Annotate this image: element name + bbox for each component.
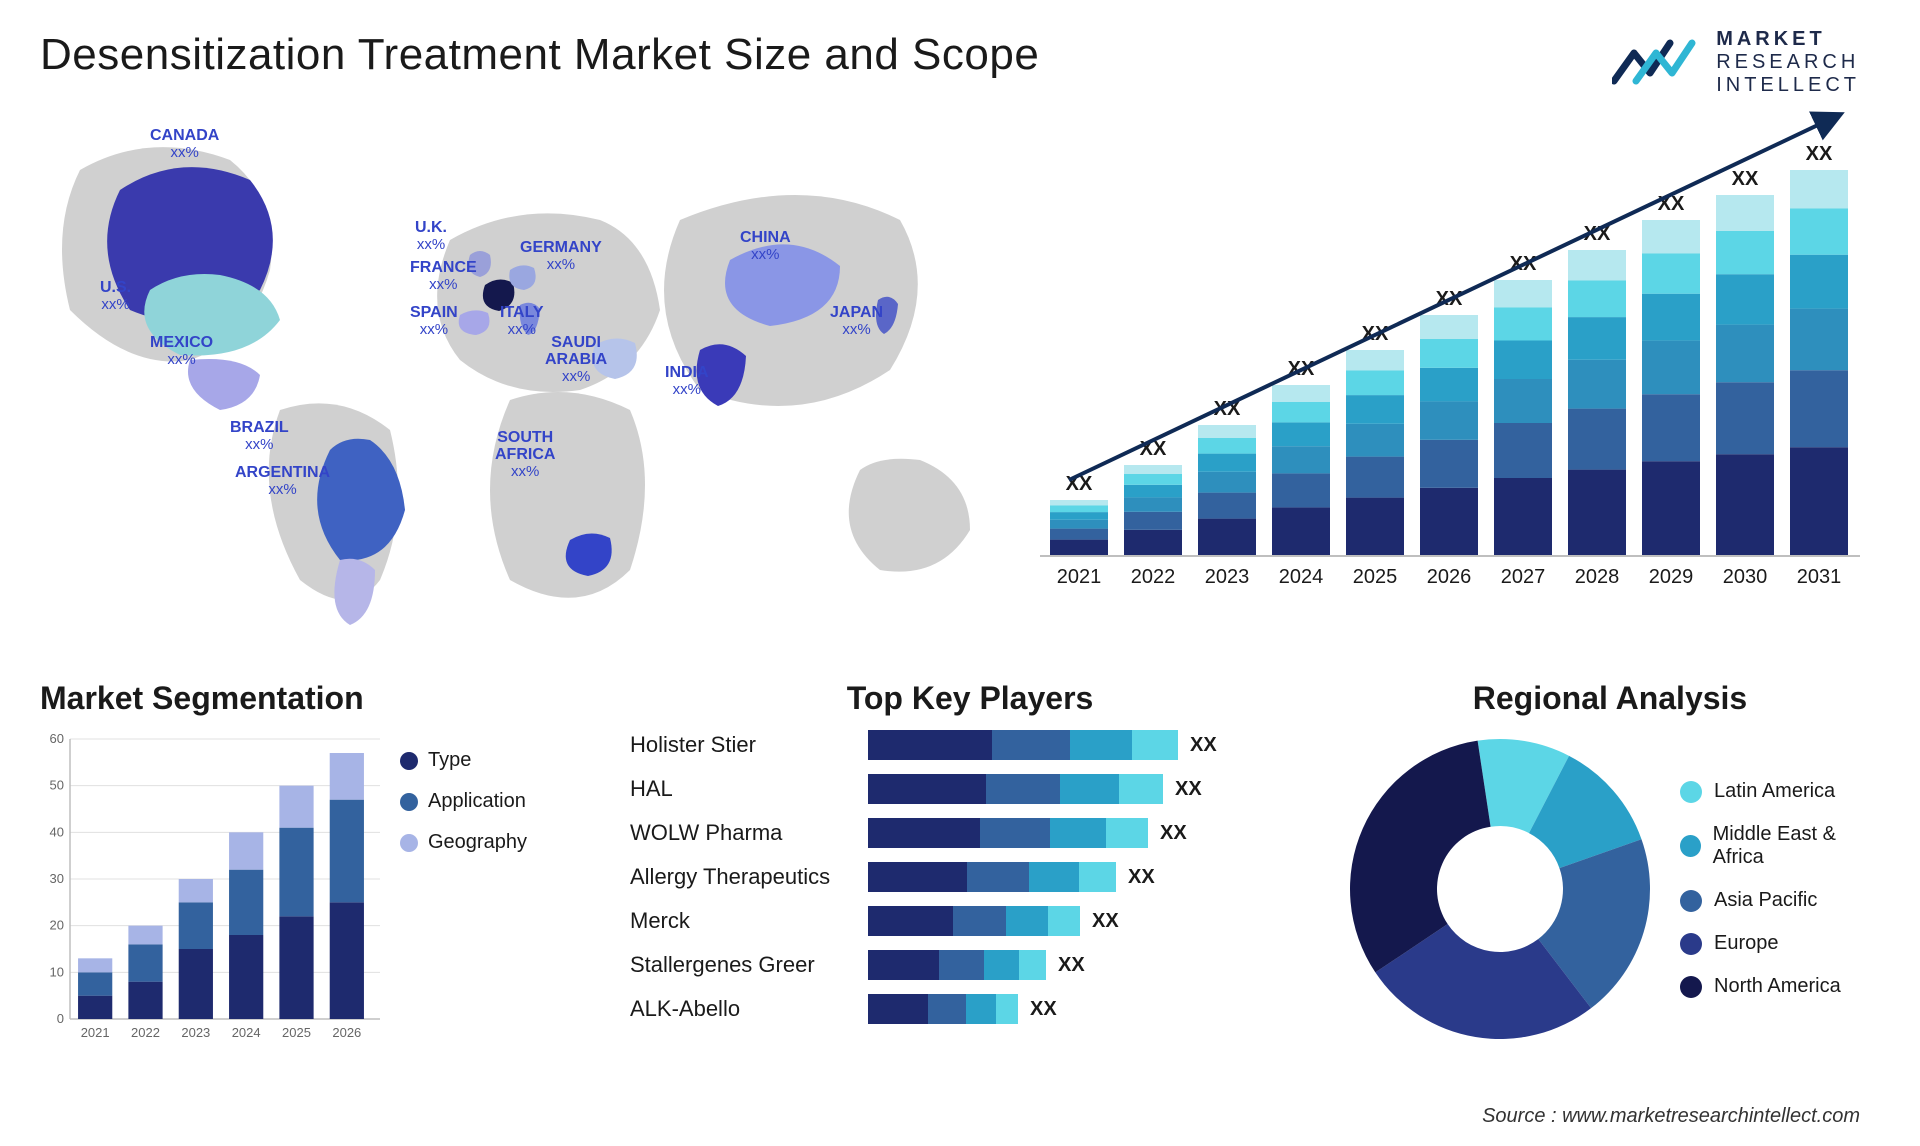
player-bar-row: XX [868, 993, 1310, 1025]
svg-text:2027: 2027 [1501, 566, 1546, 588]
legend-item: Middle East & Africa [1680, 823, 1880, 869]
players-title: Top Key Players [630, 680, 1310, 717]
segmentation-bar-chart: 0 10 20 30 40 50 60 2021 2022 2023 2024 2025 2026 [40, 729, 380, 1049]
legend-item: Application [400, 790, 527, 813]
map-label: JAPANxx% [830, 305, 883, 338]
svg-text:2030: 2030 [1723, 566, 1768, 588]
legend-item: North America [1680, 975, 1880, 998]
player-name: Stallergenes Greer [630, 949, 850, 981]
map-label: U.S.xx% [100, 280, 131, 313]
svg-text:2025: 2025 [282, 1025, 311, 1040]
svg-text:20: 20 [50, 918, 64, 933]
map-label: BRAZILxx% [230, 420, 289, 453]
player-bar-row: XX [868, 861, 1310, 893]
svg-text:0: 0 [57, 1011, 64, 1026]
player-bar-row: XX [868, 817, 1310, 849]
svg-text:2022: 2022 [131, 1025, 160, 1040]
svg-text:2024: 2024 [1279, 566, 1324, 588]
svg-text:50: 50 [50, 778, 64, 793]
player-bar-row: XX [868, 729, 1310, 761]
player-bar-row: XX [868, 773, 1310, 805]
players-panel: Top Key Players Holister Stier HAL WOLW Ph… [630, 680, 1310, 1080]
world-map-panel: CANADAxx% U.S.xx% MEXICOxx% BRAZILxx% ARGENT… [40, 110, 1000, 650]
svg-text:40: 40 [50, 824, 64, 839]
svg-text:2026: 2026 [332, 1025, 361, 1040]
map-label: SOUTHAFRICAxx% [495, 430, 555, 479]
svg-text:2031: 2031 [1797, 566, 1842, 588]
svg-text:2023: 2023 [1205, 566, 1250, 588]
logo-text: MARKET RESEARCH INTELLECT [1716, 28, 1860, 97]
map-label: GERMANYxx% [520, 240, 602, 273]
map-label: U.K.xx% [415, 220, 447, 253]
player-bar-row: XX [868, 905, 1310, 937]
growth-bar-chart: XX2021XX2022XX2023XX2024XX2025XX2026XX20… [1040, 110, 1860, 610]
map-label: ITALYxx% [500, 305, 544, 338]
player-name: HAL [630, 773, 850, 805]
map-label: SPAINxx% [410, 305, 458, 338]
player-name: WOLW Pharma [630, 817, 850, 849]
map-label: CHINAxx% [740, 230, 791, 263]
source-attribution: Source : www.marketresearchintellect.com [1482, 1105, 1860, 1128]
map-label: FRANCExx% [410, 260, 477, 293]
svg-text:2023: 2023 [181, 1025, 210, 1040]
legend-item: Geography [400, 831, 527, 854]
map-label: MEXICOxx% [150, 335, 213, 368]
svg-text:XX: XX [1732, 168, 1759, 190]
svg-text:2024: 2024 [232, 1025, 261, 1040]
page-title: Desensitization Treatment Market Size an… [40, 30, 1880, 80]
legend-item: Type [400, 749, 527, 772]
players-name-list: Holister Stier HAL WOLW Pharma Allergy Ther… [630, 729, 850, 1025]
segmentation-panel: Market Segmentation 0 10 20 30 40 50 60 2021 202… [40, 680, 600, 1080]
svg-text:30: 30 [50, 871, 64, 886]
regional-legend: Latin America Middle East & Africa Asia Pa… [1680, 780, 1880, 998]
legend-item: Asia Pacific [1680, 889, 1880, 912]
svg-text:10: 10 [50, 964, 64, 979]
segmentation-legend: Type Application Geography [400, 729, 527, 1049]
map-label: CANADAxx% [150, 128, 219, 161]
player-name: Allergy Therapeutics [630, 861, 850, 893]
svg-text:60: 60 [50, 731, 64, 746]
map-label: SAUDIARABIAxx% [545, 335, 607, 384]
brand-logo: MARKET RESEARCH INTELLECT [1612, 28, 1860, 97]
svg-text:2029: 2029 [1649, 566, 1694, 588]
logo-mark-icon [1612, 35, 1702, 91]
growth-chart-panel: XX2021XX2022XX2023XX2024XX2025XX2026XX20… [1040, 110, 1880, 650]
regional-donut-chart [1340, 729, 1660, 1049]
map-label: ARGENTINAxx% [235, 465, 330, 498]
svg-text:2021: 2021 [81, 1025, 110, 1040]
svg-text:XX: XX [1806, 143, 1833, 165]
regional-panel: Regional Analysis Latin America Middle Ea… [1340, 680, 1880, 1080]
world-map-icon [40, 110, 1000, 630]
player-name: ALK-Abello [630, 993, 850, 1025]
players-bar-list: XX XX XX XX XX XX XX [868, 729, 1310, 1025]
regional-title: Regional Analysis [1340, 680, 1880, 717]
svg-text:2021: 2021 [1057, 566, 1102, 588]
player-bar-row: XX [868, 949, 1310, 981]
svg-text:2026: 2026 [1427, 566, 1472, 588]
player-name: Merck [630, 905, 850, 937]
player-name: Holister Stier [630, 729, 850, 761]
svg-text:2022: 2022 [1131, 566, 1176, 588]
map-label: INDIAxx% [665, 365, 709, 398]
svg-text:2025: 2025 [1353, 566, 1398, 588]
svg-text:2028: 2028 [1575, 566, 1620, 588]
legend-item: Latin America [1680, 780, 1880, 803]
segmentation-title: Market Segmentation [40, 680, 600, 717]
legend-item: Europe [1680, 932, 1880, 955]
